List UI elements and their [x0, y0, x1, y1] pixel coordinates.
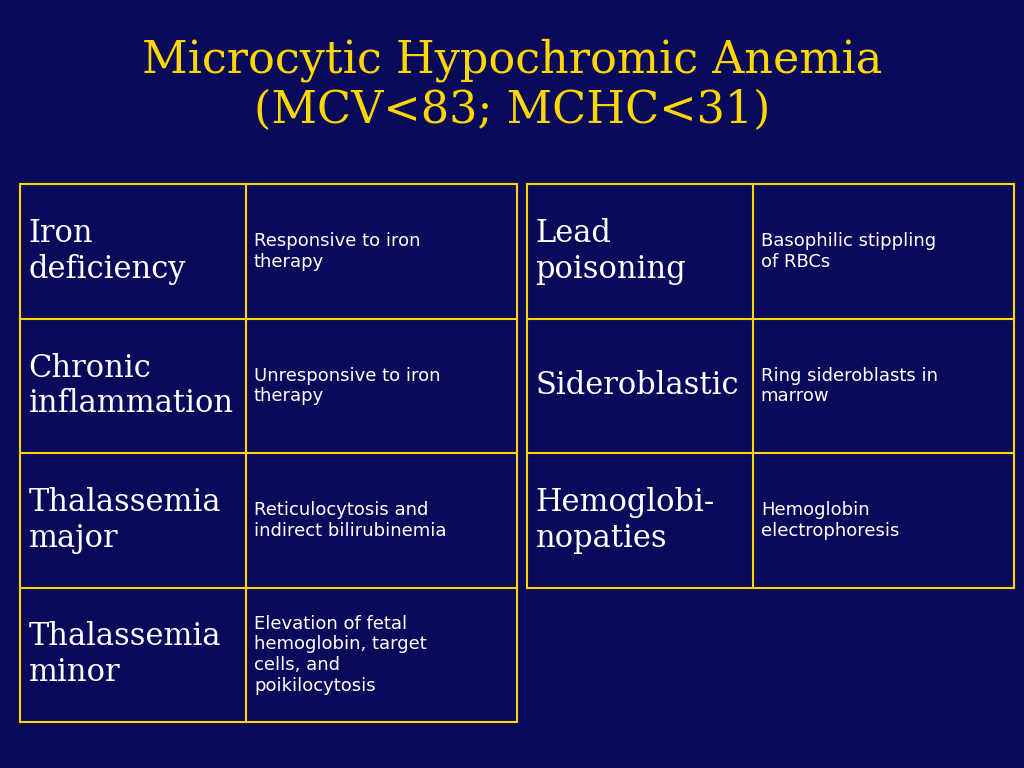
Bar [527, 184, 1014, 588]
Text: Ring sideroblasts in
marrow: Ring sideroblasts in marrow [761, 366, 938, 406]
Text: Lead
poisoning: Lead poisoning [536, 218, 686, 285]
Text: Unresponsive to iron
therapy: Unresponsive to iron therapy [254, 366, 440, 406]
Text: Hemoglobin
electrophoresis: Hemoglobin electrophoresis [761, 501, 899, 540]
Text: Thalassemia
minor: Thalassemia minor [29, 621, 221, 688]
Text: Reticulocytosis and
indirect bilirubinemia: Reticulocytosis and indirect bilirubinem… [254, 501, 446, 540]
Text: Elevation of fetal
hemoglobin, target
cells, and
poikilocytosis: Elevation of fetal hemoglobin, target ce… [254, 614, 427, 695]
Text: Thalassemia
major: Thalassemia major [29, 487, 221, 554]
Text: Iron
deficiency: Iron deficiency [29, 218, 186, 285]
Text: Responsive to iron
therapy: Responsive to iron therapy [254, 232, 421, 271]
Text: Sideroblastic: Sideroblastic [536, 370, 739, 402]
Text: Hemoglobi-
nopaties: Hemoglobi- nopaties [536, 487, 715, 554]
Text: Microcytic Hypochromic Anemia
(MCV<83; MCHC<31): Microcytic Hypochromic Anemia (MCV<83; M… [142, 38, 882, 132]
Text: Basophilic stippling
of RBCs: Basophilic stippling of RBCs [761, 232, 936, 271]
Bar [20, 184, 517, 722]
Text: Chronic
inflammation: Chronic inflammation [29, 353, 233, 419]
